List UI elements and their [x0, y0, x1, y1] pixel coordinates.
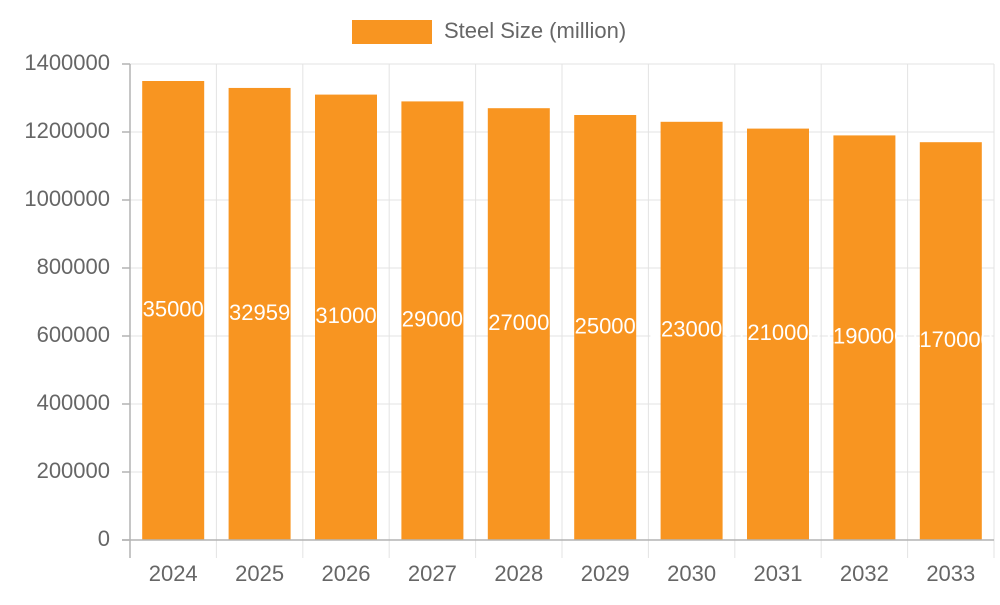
- bar-value-label: 1310000: [303, 303, 389, 328]
- x-tick-label: 2028: [494, 561, 543, 586]
- y-tick-label: 1000000: [24, 186, 110, 211]
- y-tick-label: 200000: [37, 458, 110, 483]
- legend-label[interactable]: Steel Size (million): [444, 18, 626, 43]
- legend[interactable]: Steel Size (million): [352, 18, 626, 44]
- axes: 0 200000 400000 600000 800000 1000000 1200000 1…: [24, 50, 995, 586]
- x-tick-label: 2024: [149, 561, 198, 586]
- y-tick-label: 600000: [37, 322, 110, 347]
- x-tick-label: 2027: [408, 561, 457, 586]
- bar[interactable]: [487, 108, 550, 540]
- legend-swatch[interactable]: [352, 20, 432, 44]
- bar-value-label: 1270000: [476, 310, 562, 335]
- bar-value-label: 1250000: [562, 313, 648, 338]
- bar-value-label: 1190000: [822, 324, 906, 349]
- bar-value-label: 1290000: [390, 307, 476, 332]
- data-labels: 1350000 1329591 1310000 1290000 1270000 12500…: [130, 296, 992, 352]
- x-tick-label: 2030: [667, 561, 716, 586]
- x-tick-label: 2026: [322, 561, 371, 586]
- x-tick-label: 2031: [754, 561, 803, 586]
- bar-value-label: 1210000: [735, 320, 821, 345]
- bar-value-label: 1170000: [909, 327, 993, 352]
- bar[interactable]: [747, 128, 809, 540]
- bar[interactable]: [401, 101, 464, 541]
- bar-series: [142, 81, 982, 541]
- y-tick-label: 400000: [37, 390, 110, 415]
- bar-value-label: 1230000: [649, 317, 735, 342]
- y-tick-label: 1400000: [24, 50, 110, 75]
- x-tick-label: 2032: [840, 561, 889, 586]
- bar[interactable]: [833, 135, 896, 540]
- bar-value-label: 1350000: [130, 296, 216, 321]
- x-tick-label: 2025: [235, 561, 284, 586]
- bar[interactable]: [228, 87, 291, 540]
- bar[interactable]: [315, 94, 377, 540]
- bar[interactable]: [660, 121, 723, 541]
- bar[interactable]: [919, 142, 982, 540]
- y-tick-label: 0: [98, 526, 110, 551]
- x-tick-label: 2029: [581, 561, 630, 586]
- y-tick-label: 1200000: [24, 118, 110, 143]
- bar[interactable]: [574, 115, 637, 540]
- y-tick-label: 800000: [37, 254, 110, 279]
- bar-value-label: 1329591: [217, 300, 303, 325]
- bar[interactable]: [142, 81, 205, 540]
- x-tick-label: 2033: [926, 561, 975, 586]
